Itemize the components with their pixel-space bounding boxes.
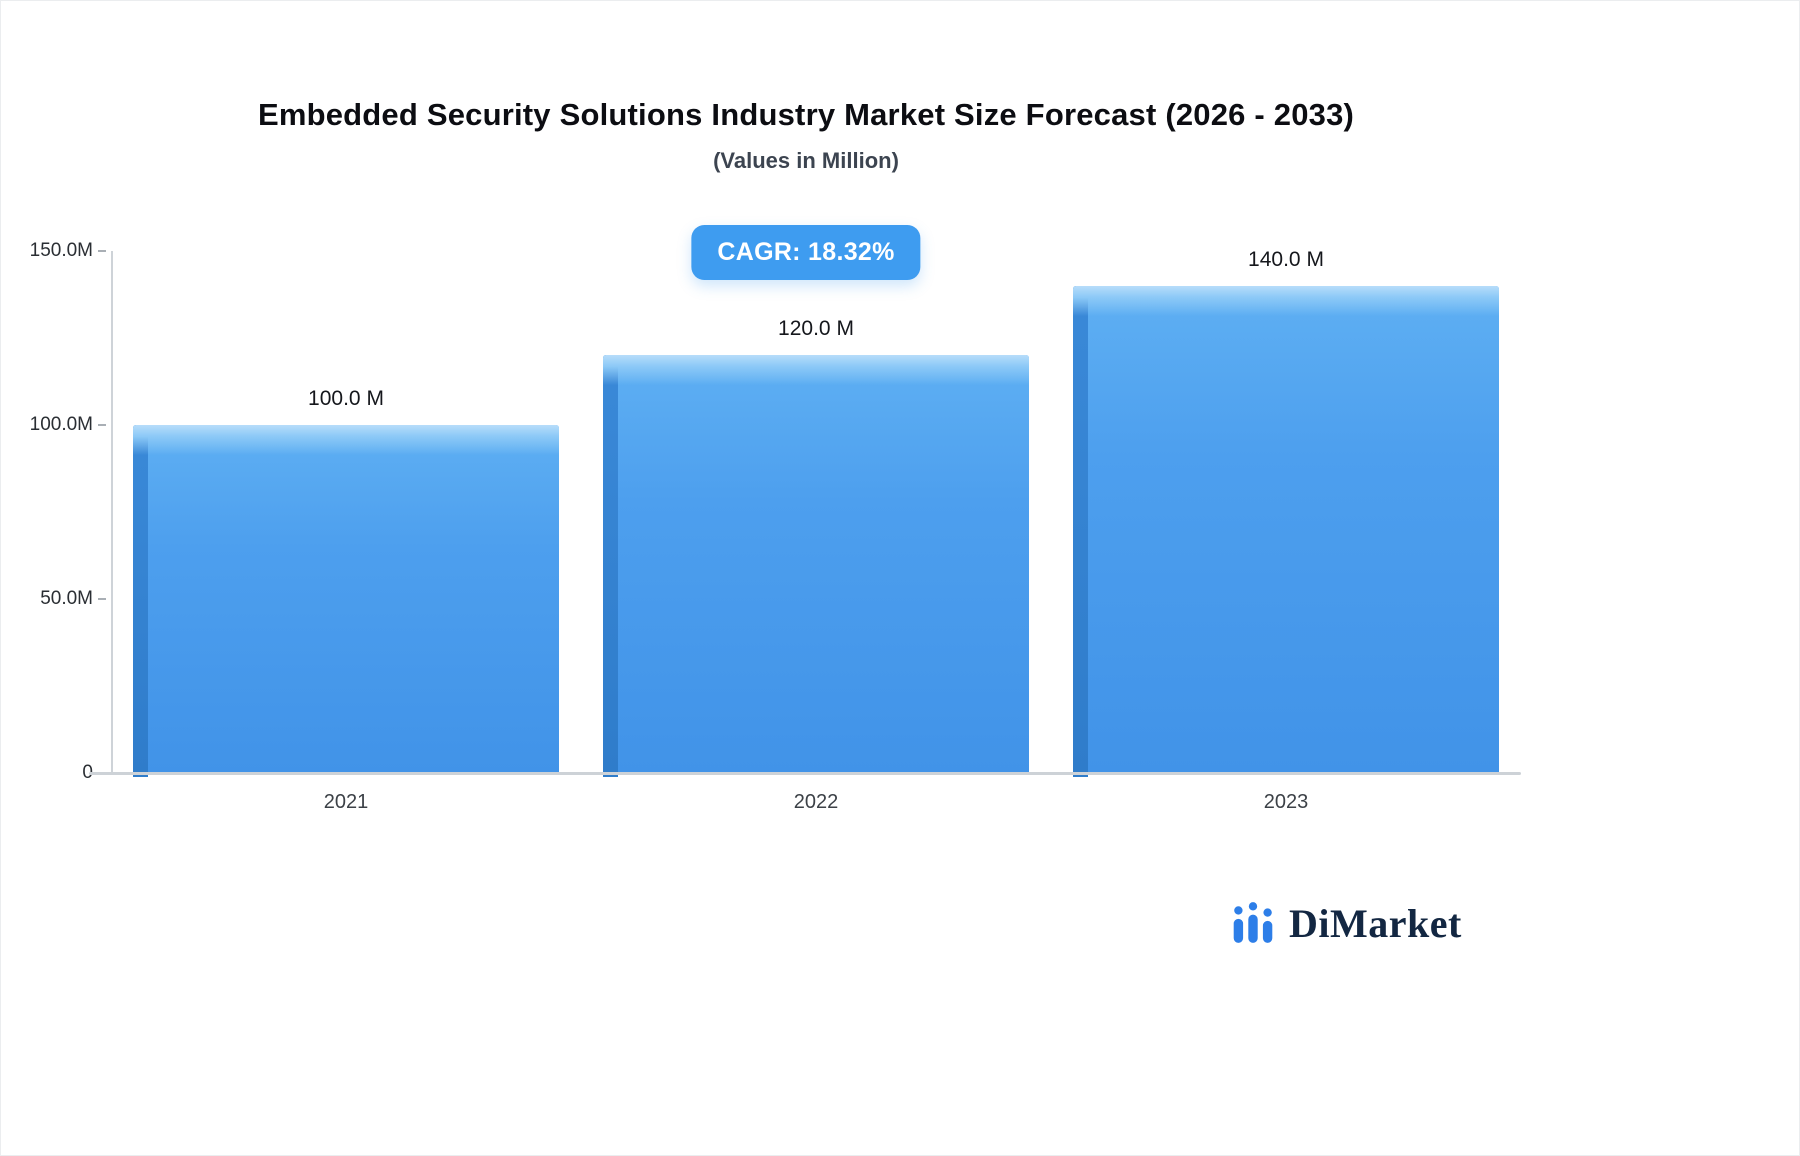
y-axis-tick-label: 0 [82, 762, 93, 783]
bar-top-highlight [1073, 285, 1499, 316]
bar-side-shade [1073, 285, 1089, 777]
y-axis-tick-mark [98, 424, 106, 426]
bar-value-label: 120.0 M [778, 317, 854, 341]
y-axis-tick-mark [98, 250, 106, 252]
chart-title: Embedded Security Solutions Industry Mar… [257, 97, 1355, 132]
chart-content: Embedded Security Solutions Industry Mar… [1, 1, 1611, 1155]
brand-logo: DiMarket [1229, 899, 1462, 947]
bar-2023[interactable] [1073, 285, 1499, 777]
y-axis-tick-mark [98, 598, 106, 600]
bar-value-label: 140.0 M [1248, 247, 1324, 271]
y-axis-tick-label: 50.0M [40, 588, 93, 609]
bar-side-shade [603, 355, 619, 777]
x-axis-tick-label: 2022 [793, 791, 839, 813]
bar-value-label: 100.0 M [308, 387, 384, 410]
bar-chart-icon [1229, 899, 1277, 947]
bar-side-shade [133, 425, 149, 777]
y-axis-tick-label: 100.0M [29, 414, 93, 435]
y-axis-line [111, 251, 113, 773]
x-axis-baseline [89, 772, 1521, 775]
bar-top-highlight [133, 425, 559, 455]
cagr-badge: CAGR: 18.32% [691, 225, 921, 280]
x-axis-tick-label: 2023 [1263, 791, 1309, 813]
x-axis-tick-label: 2021 [323, 791, 369, 813]
bar-2021[interactable] [133, 425, 559, 777]
bar-2022[interactable] [603, 355, 1029, 777]
chart-subtitle: (Values in Million) [713, 148, 899, 173]
bar-top-highlight [603, 355, 1029, 386]
brand-logo-text: DiMarket [1289, 900, 1462, 946]
plot-area: 0 50.0M 100.0M 150.0M 100.0 M 2021 120.0 M 2022… [30, 240, 1521, 813]
y-axis-tick-label: 150.0M [29, 240, 93, 261]
